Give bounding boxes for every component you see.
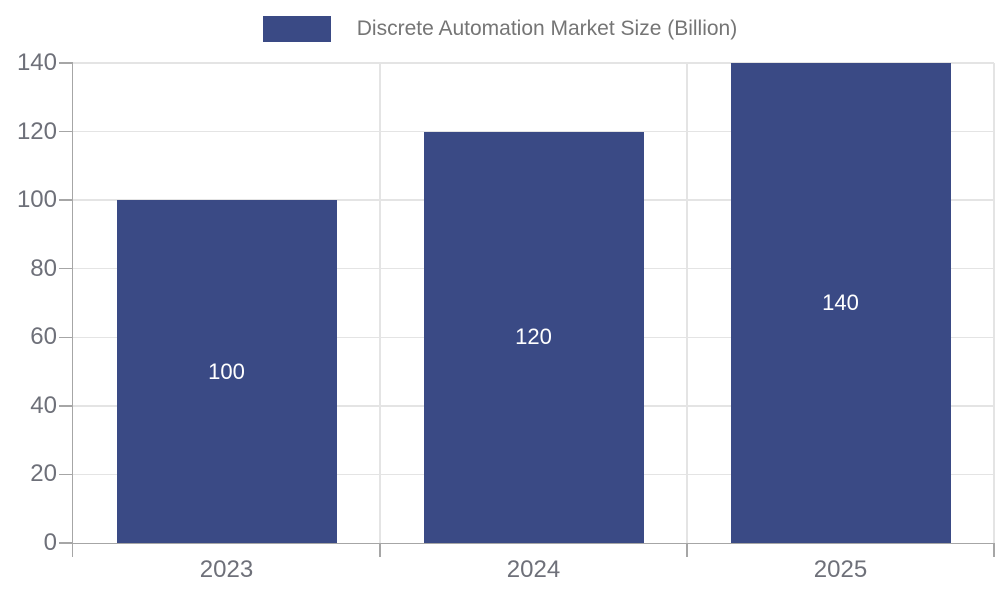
y-axis-label: 120 xyxy=(16,117,57,145)
y-axis-tick xyxy=(59,199,73,201)
y-axis-label: 80 xyxy=(30,254,57,282)
x-gridline xyxy=(686,63,688,543)
y-axis-tick xyxy=(59,473,73,476)
x-axis-tick xyxy=(993,543,995,557)
x-axis-label-2023: 2023 xyxy=(199,556,254,583)
legend-item[interactable]: Discrete Automation Market Size (Billion… xyxy=(0,16,1000,42)
y-axis-tick xyxy=(59,130,73,133)
y-axis-label: 0 xyxy=(43,529,57,556)
y-axis-tick xyxy=(59,405,73,407)
x-gridline xyxy=(379,63,381,543)
y-axis-tick xyxy=(59,336,73,339)
x-axis-line xyxy=(73,542,994,544)
x-axis-label-2024: 2024 xyxy=(506,556,561,583)
y-axis-label: 60 xyxy=(30,323,57,351)
y-axis-label: 40 xyxy=(30,391,57,419)
bar-2023[interactable] xyxy=(116,200,337,543)
y-axis-tick xyxy=(59,62,73,64)
y-axis-label: 100 xyxy=(16,186,57,214)
bar-2024[interactable] xyxy=(423,131,644,543)
y-axis-tick xyxy=(59,267,73,270)
x-axis-tick xyxy=(686,543,688,557)
bar-2025[interactable] xyxy=(730,63,951,543)
x-gridline xyxy=(993,63,995,543)
x-axis-label-2025: 2025 xyxy=(813,556,868,583)
bar-value-label: 120 xyxy=(515,324,552,350)
bar-value-label: 100 xyxy=(208,358,245,384)
y-gridline xyxy=(73,130,994,133)
y-axis-tick xyxy=(59,542,73,544)
y-axis-line xyxy=(71,63,73,557)
y-axis-label: 140 xyxy=(16,49,57,76)
plot-area: 100 120 140 xyxy=(73,62,995,543)
legend-swatch xyxy=(262,16,331,42)
legend-label: Discrete Automation Market Size (Billion… xyxy=(356,17,738,40)
y-gridline xyxy=(73,62,994,64)
bar-value-label: 140 xyxy=(822,290,859,315)
x-axis-tick xyxy=(379,543,381,557)
y-axis-label: 20 xyxy=(30,460,57,488)
